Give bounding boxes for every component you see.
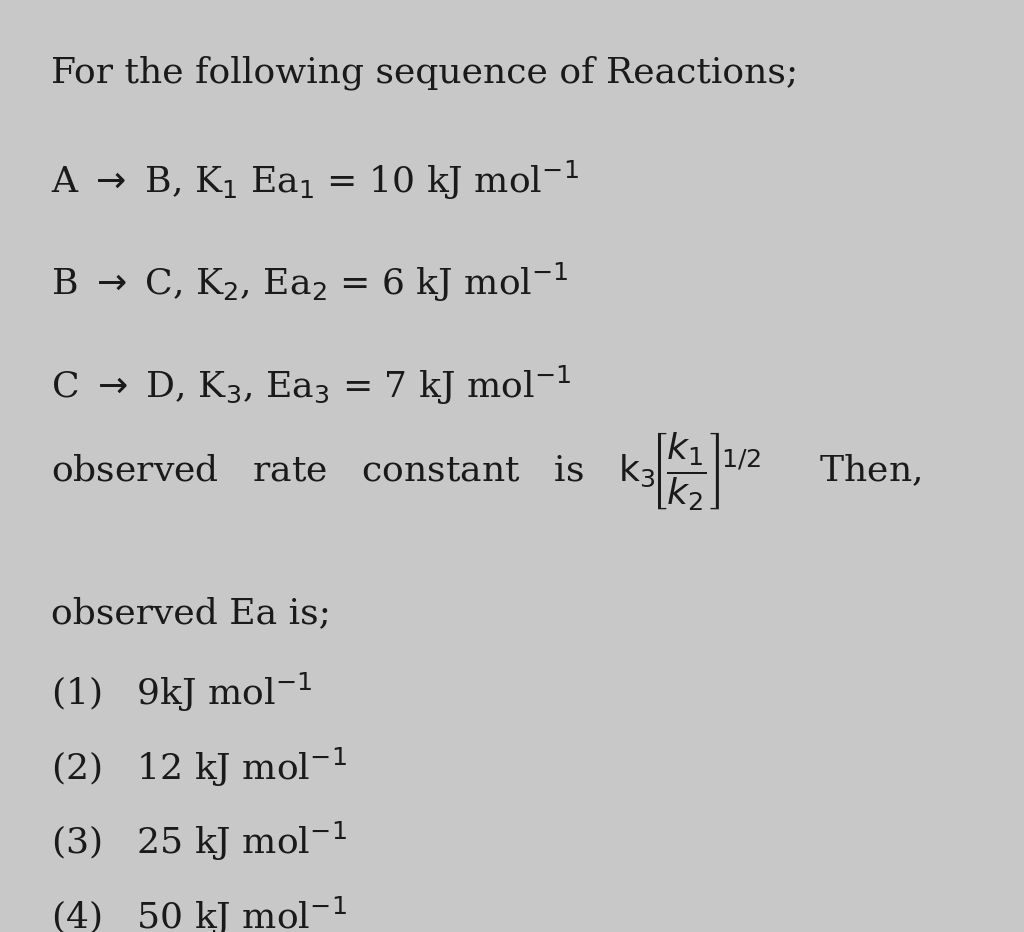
- Text: observed Ea is;: observed Ea is;: [51, 596, 331, 630]
- Text: (3)   25 kJ mol$^{-1}$: (3) 25 kJ mol$^{-1}$: [51, 820, 347, 863]
- Text: (2)   12 kJ mol$^{-1}$: (2) 12 kJ mol$^{-1}$: [51, 746, 347, 788]
- Text: (4)   50 kJ mol$^{-1}$: (4) 50 kJ mol$^{-1}$: [51, 895, 347, 932]
- Text: observed   rate   constant   is   $\mathrm{k_3}\!\left[\dfrac{k_1}{k_2}\right]^{: observed rate constant is $\mathrm{k_3}\…: [51, 430, 922, 512]
- Text: (1)   9kJ mol$^{-1}$: (1) 9kJ mol$^{-1}$: [51, 671, 312, 714]
- Text: A $\rightarrow$ B, K$_1$ Ea$_1$ = 10 kJ mol$^{-1}$: A $\rightarrow$ B, K$_1$ Ea$_1$ = 10 kJ …: [51, 158, 579, 201]
- Text: B $\rightarrow$ C, K$_2$, Ea$_2$ = 6 kJ mol$^{-1}$: B $\rightarrow$ C, K$_2$, Ea$_2$ = 6 kJ …: [51, 261, 568, 304]
- Text: For the following sequence of Reactions;: For the following sequence of Reactions;: [51, 56, 799, 90]
- Text: C $\rightarrow$ D, K$_3$, Ea$_3$ = 7 kJ mol$^{-1}$: C $\rightarrow$ D, K$_3$, Ea$_3$ = 7 kJ …: [51, 363, 571, 406]
